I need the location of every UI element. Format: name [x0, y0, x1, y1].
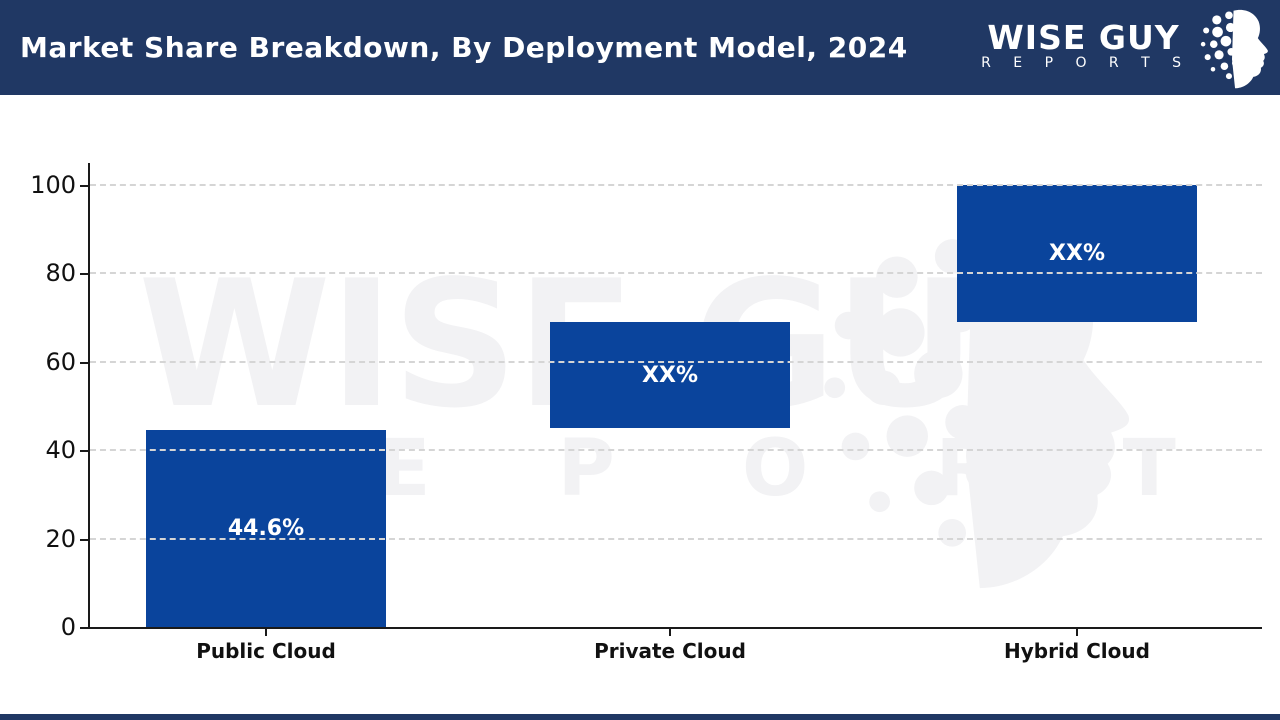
y-tick-mark-40: [80, 450, 88, 453]
gridline-20: [90, 537, 1262, 540]
bar-value-label: XX%: [642, 362, 698, 388]
y-tick-mark-100: [80, 185, 88, 187]
y-tick-label-40: 40: [45, 436, 76, 465]
y-tick-mark-80: [80, 273, 88, 276]
logo-reports-text: R E P O R T S: [981, 55, 1190, 72]
y-tick-label-60: 60: [45, 347, 76, 376]
logo-wiseguy-text: WISE GUY: [987, 18, 1180, 58]
x-axis-line: [88, 627, 1262, 629]
y-tick-mark-20: [80, 538, 88, 541]
category-label-public-cloud: Public Cloud: [196, 639, 336, 663]
bar-value-label: 44.6%: [227, 515, 305, 541]
header-bar: Market Share Breakdown, By Deployment Mo…: [0, 0, 1280, 95]
x-tick-mark-3: [1076, 629, 1078, 636]
gridline-100: [90, 184, 1262, 186]
x-tick-mark-1: [265, 629, 267, 636]
logo-head-dots-icon: [1200, 9, 1268, 88]
y-tick-label-20: 20: [45, 524, 76, 553]
bar-hybrid-cloud: XX%: [957, 185, 1197, 323]
y-tick-label-100: 100: [30, 171, 76, 199]
bar-private-cloud: XX%: [550, 322, 790, 429]
category-label-private-cloud: Private Cloud: [594, 639, 746, 663]
footer-bar: [0, 714, 1280, 720]
y-axis-line: [88, 163, 90, 629]
y-tick-label-80: 80: [45, 259, 76, 288]
gridline-60: [90, 360, 1262, 363]
wise-guy-reports-logo: WISE GUY R E P O R T S: [977, 6, 1280, 90]
x-tick-mark-2: [669, 629, 671, 636]
y-tick-label-0: 0: [60, 613, 76, 641]
y-tick-mark-60: [80, 361, 88, 364]
gridline-40: [90, 449, 1262, 452]
bar-public-cloud: 44.6%: [146, 429, 386, 627]
gridline-80: [90, 272, 1262, 275]
y-tick-mark-0: [80, 627, 88, 629]
logo-text: WISE GUY R E P O R T S: [977, 21, 1190, 74]
category-label-hybrid-cloud: Hybrid Cloud: [1004, 639, 1150, 663]
chart-title: Market Share Breakdown, By Deployment Mo…: [20, 31, 908, 64]
bar-value-label: XX%: [1049, 241, 1105, 266]
